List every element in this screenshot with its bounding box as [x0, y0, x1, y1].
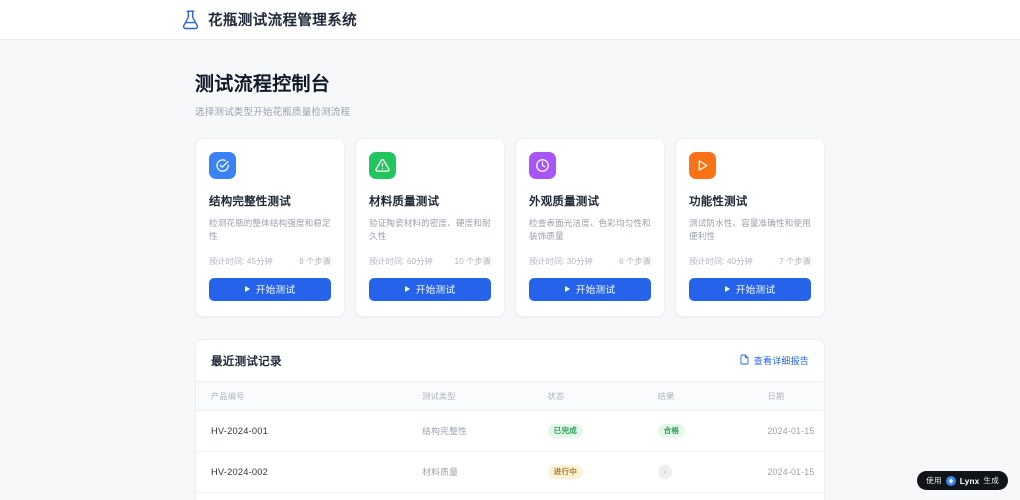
result-badge: -	[657, 464, 673, 479]
test-type-card-grid: 结构完整性测试 检测花瓶的整体结构强度和稳定性 预计时间: 45分钟 8 个步骤…	[195, 138, 825, 317]
test-card-duration: 预计时间: 30分钟	[529, 256, 593, 266]
watermark-suffix: 生成	[983, 476, 999, 485]
warning-triangle-icon	[369, 152, 396, 179]
table-header-row: 产品编号 测试类型 状态 结果 日期	[196, 380, 824, 411]
play-icon	[724, 286, 730, 293]
column-header-status: 状态	[547, 380, 658, 411]
check-circle-icon	[209, 152, 236, 179]
test-card-duration: 预计时间: 45分钟	[209, 256, 273, 266]
cell-status: 进行中	[547, 451, 658, 493]
cell-date: 2024-01-15	[767, 410, 824, 452]
table-row[interactable]: HV-2024-002 材料质量 进行中 - 2024-01-15	[196, 451, 824, 493]
test-card-description: 检查表面光洁度、色彩均匀性和装饰质量	[529, 218, 651, 242]
watermark-brand: Lynx	[959, 475, 980, 486]
recent-records-panel: 最近测试记录 查看详细报告 产品编号 测试类型	[195, 338, 825, 500]
status-badge: 进行中	[547, 464, 584, 479]
watermark-prefix: 使用	[926, 476, 942, 485]
table-row[interactable]: HV-2024-003 外观质量 已完成 不合格 2024-01-14	[196, 492, 824, 500]
clock-icon	[529, 152, 556, 179]
cell-result: 不合格	[657, 492, 768, 500]
start-test-button[interactable]: 开始测试	[529, 277, 651, 301]
play-icon	[564, 286, 570, 293]
test-card-steps: 10 个步骤	[454, 256, 491, 266]
records-table: 产品编号 测试类型 状态 结果 日期 HV-2024-001 结构完整性 已完成	[196, 380, 824, 500]
cell-type: 材料质量	[422, 451, 548, 493]
start-test-button[interactable]: 开始测试	[689, 277, 811, 301]
column-header-code: 产品编号	[196, 380, 423, 411]
status-badge: 已完成	[547, 423, 584, 438]
cell-result: -	[657, 451, 768, 493]
test-card-steps: 7 个步骤	[779, 256, 811, 266]
cell-result: 合格	[657, 410, 768, 452]
test-card-material[interactable]: 材料质量测试 验证陶瓷材料的密度、硬度和耐久性 预计时间: 60分钟 10 个步…	[355, 138, 505, 317]
app-title: 花瓶测试流程管理系统	[208, 13, 357, 29]
recent-records-header: 最近测试记录 查看详细报告	[196, 340, 824, 381]
lynx-logo-icon	[945, 475, 956, 486]
document-icon	[740, 354, 749, 367]
test-card-duration: 预计时间: 40分钟	[689, 256, 753, 266]
play-icon	[689, 152, 716, 179]
test-card-description: 检测花瓶的整体结构强度和稳定性	[209, 218, 331, 242]
result-badge: 合格	[657, 423, 686, 438]
records-table-body: HV-2024-001 结构完整性 已完成 合格 2024-01-15 HV-2…	[196, 410, 824, 500]
page-title: 测试流程控制台	[195, 74, 331, 95]
test-card-steps: 6 个步骤	[619, 256, 651, 266]
start-test-label: 开始测试	[415, 285, 456, 297]
page-body: 测试流程控制台 选择测试类型开始花瓶质量检测流程 结构完整性测试 检测花瓶的整体…	[0, 40, 1020, 500]
view-detailed-report-label: 查看详细报告	[753, 356, 809, 367]
records-table-head: 产品编号 测试类型 状态 结果 日期	[196, 380, 824, 411]
cell-code: HV-2024-002	[196, 451, 423, 493]
cell-type: 结构完整性	[422, 410, 548, 452]
test-card-duration: 预计时间: 60分钟	[369, 256, 433, 266]
lynx-watermark: 使用 Lynx 生成	[917, 471, 1008, 490]
test-card-meta: 预计时间: 40分钟 7 个步骤	[689, 255, 811, 267]
play-icon	[404, 286, 410, 293]
start-test-button[interactable]: 开始测试	[209, 277, 331, 301]
test-card-title: 外观质量测试	[529, 196, 600, 208]
test-card-meta: 预计时间: 45分钟 8 个步骤	[209, 255, 331, 267]
column-header-date: 日期	[767, 380, 824, 411]
test-card-title: 功能性测试	[689, 196, 748, 208]
cell-code: HV-2024-003	[196, 492, 423, 500]
test-card-description: 测试防水性、容量准确性和使用便利性	[689, 218, 811, 242]
cell-status: 已完成	[547, 410, 658, 452]
flask-icon	[182, 10, 199, 30]
start-test-button[interactable]: 开始测试	[369, 277, 491, 301]
cell-code: HV-2024-001	[196, 410, 423, 452]
test-card-functional[interactable]: 功能性测试 测试防水性、容量准确性和使用便利性 预计时间: 40分钟 7 个步骤…	[675, 138, 825, 317]
start-test-label: 开始测试	[575, 285, 616, 297]
view-detailed-report-link[interactable]: 查看详细报告	[740, 354, 809, 367]
column-header-type: 测试类型	[422, 380, 548, 411]
app-header: 花瓶测试流程管理系统	[0, 0, 1020, 40]
test-card-steps: 8 个步骤	[299, 256, 331, 266]
cell-date: 2024-01-15	[767, 451, 824, 493]
start-test-label: 开始测试	[735, 285, 776, 297]
cell-status: 已完成	[547, 492, 658, 500]
test-card-description: 验证陶瓷材料的密度、硬度和耐久性	[369, 218, 491, 242]
test-card-meta: 预计时间: 60分钟 10 个步骤	[369, 255, 491, 267]
test-card-appearance[interactable]: 外观质量测试 检查表面光洁度、色彩均匀性和装饰质量 预计时间: 30分钟 6 个…	[515, 138, 665, 317]
cell-type: 外观质量	[422, 492, 548, 500]
test-card-structural[interactable]: 结构完整性测试 检测花瓶的整体结构强度和稳定性 预计时间: 45分钟 8 个步骤…	[195, 138, 345, 317]
test-card-meta: 预计时间: 30分钟 6 个步骤	[529, 255, 651, 267]
start-test-label: 开始测试	[255, 285, 296, 297]
recent-records-title: 最近测试记录	[211, 355, 282, 368]
play-icon	[244, 286, 250, 293]
test-card-title: 材料质量测试	[369, 196, 440, 208]
table-row[interactable]: HV-2024-001 结构完整性 已完成 合格 2024-01-15	[196, 410, 824, 452]
page-subtitle: 选择测试类型开始花瓶质量检测流程	[195, 107, 351, 118]
cell-date: 2024-01-14	[767, 492, 824, 500]
column-header-result: 结果	[657, 380, 768, 411]
test-card-title: 结构完整性测试	[209, 196, 291, 208]
